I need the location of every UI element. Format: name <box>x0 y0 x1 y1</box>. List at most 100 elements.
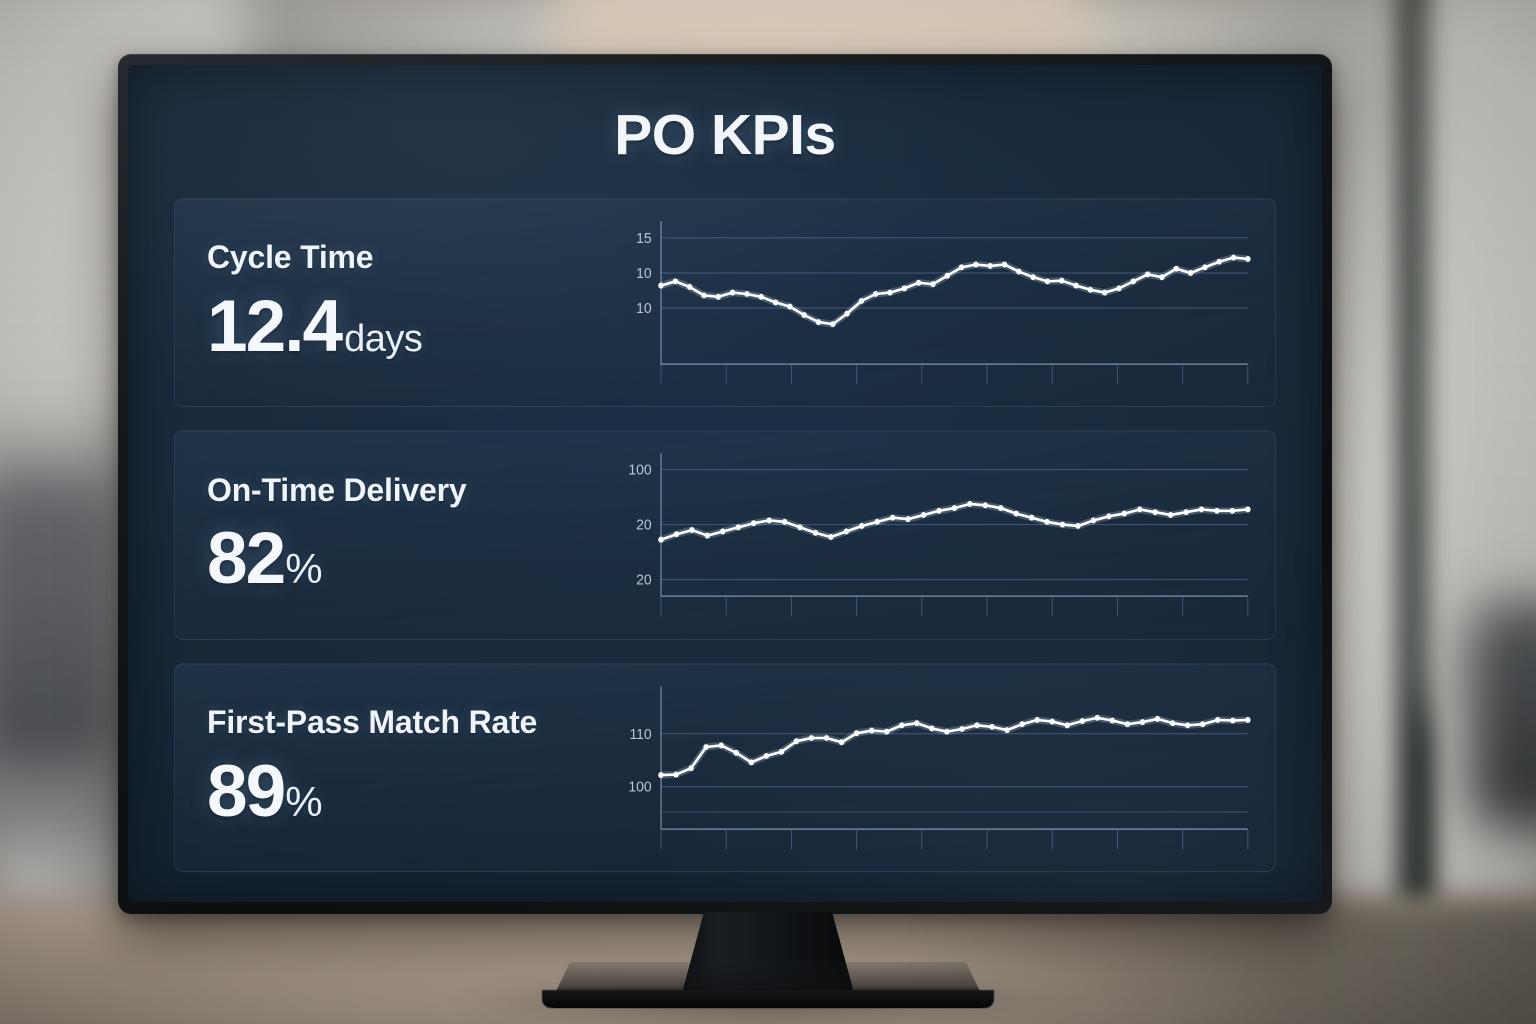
kpi-summary: On-Time Delivery 82 % <box>207 441 607 630</box>
series-line-glow <box>657 254 1252 328</box>
data-point <box>673 771 679 778</box>
kpi-value: 89 <box>207 750 286 832</box>
data-point <box>673 531 680 538</box>
data-point <box>704 532 711 539</box>
data-point <box>748 759 754 765</box>
data-point <box>1090 517 1097 524</box>
data-point <box>843 528 850 535</box>
data-point <box>920 512 927 519</box>
data-point <box>1094 714 1101 721</box>
data-point <box>1075 523 1081 530</box>
data-point <box>1245 256 1251 262</box>
data-point <box>801 312 807 318</box>
data-point <box>901 285 908 292</box>
data-point <box>808 734 815 741</box>
y-axis-tick-label: 100 <box>628 462 651 479</box>
y-axis-tick-label: 20 <box>636 517 652 534</box>
kpi-label: On-Time Delivery <box>207 471 467 508</box>
data-point <box>688 764 694 771</box>
data-point <box>701 292 707 299</box>
page-title: PO KPIs <box>614 103 836 167</box>
data-point <box>1044 519 1050 526</box>
kpi-summary: First-Pass Match Rate 89 % <box>207 674 607 863</box>
data-point <box>1044 278 1051 285</box>
data-point <box>998 505 1004 512</box>
data-point <box>689 527 695 534</box>
chart-axes <box>660 685 1248 830</box>
sparkline-svg-1: 100 20 20 <box>628 453 1252 617</box>
y-axis-tick-label: 100 <box>628 779 651 796</box>
data-point <box>936 508 942 515</box>
chart-gridlines: 100 20 20 <box>628 462 1248 589</box>
data-point <box>750 520 757 527</box>
data-point <box>793 737 800 744</box>
data-point <box>787 303 793 310</box>
y-axis-tick-label: 20 <box>636 572 652 589</box>
data-point <box>1016 268 1022 275</box>
x-axis-ticks <box>660 829 1249 849</box>
y-axis-tick-label: 110 <box>629 726 651 743</box>
data-point <box>905 516 911 523</box>
monitor-stand-base-front <box>542 990 994 1008</box>
data-point <box>658 537 664 543</box>
data-point <box>1159 274 1165 281</box>
kpi-dashboard: PO KPIs Cycle Time 12.4 days 15 10 10 On-T… <box>128 65 1322 902</box>
data-point <box>1049 718 1055 725</box>
data-point <box>1124 720 1131 727</box>
data-point <box>930 281 936 288</box>
data-point <box>1116 285 1122 292</box>
data-point <box>1154 715 1161 722</box>
data-point <box>1167 512 1174 519</box>
data-point <box>1106 513 1112 520</box>
data-point <box>1059 277 1065 284</box>
data-point <box>1187 270 1194 276</box>
kpi-card-0[interactable]: Cycle Time 12.4 days 15 10 10 <box>174 198 1276 408</box>
data-point <box>1079 717 1086 724</box>
y-axis-tick-label: 15 <box>636 230 652 247</box>
data-point <box>1101 289 1108 296</box>
data-point <box>858 298 865 304</box>
kpi-card-2[interactable]: First-Pass Match Rate 89 % 110 100 <box>174 662 1276 872</box>
data-point <box>715 293 721 300</box>
data-point <box>766 517 772 524</box>
data-point <box>1230 717 1236 724</box>
kpi-value-row: 89 % <box>207 750 607 832</box>
data-point <box>944 272 950 279</box>
data-point <box>868 727 875 734</box>
data-point <box>967 501 973 508</box>
data-point <box>859 523 865 530</box>
kpi-label: Cycle Time <box>207 239 374 276</box>
data-point <box>873 291 879 297</box>
data-point <box>729 289 736 296</box>
data-point <box>915 279 922 286</box>
data-point <box>887 289 893 296</box>
data-point <box>763 752 770 759</box>
data-point <box>1028 515 1035 521</box>
data-point <box>1013 510 1019 517</box>
data-point <box>1198 506 1205 513</box>
data-point <box>718 742 724 748</box>
data-point <box>1137 506 1143 513</box>
data-point <box>884 728 890 735</box>
data-point <box>889 515 896 521</box>
data-point <box>797 524 803 531</box>
data-point <box>1173 265 1179 272</box>
data-point <box>838 738 845 745</box>
data-point <box>733 749 739 756</box>
chart-axes <box>660 453 1248 598</box>
data-point <box>958 264 965 271</box>
data-point <box>830 321 836 328</box>
sparkline-svg-0: 15 10 10 <box>636 221 1252 385</box>
data-point <box>1216 258 1222 265</box>
data-point <box>1109 717 1116 724</box>
data-point <box>989 723 995 730</box>
data-point <box>899 722 905 728</box>
data-point <box>720 528 726 535</box>
data-point <box>658 771 664 778</box>
data-point <box>735 524 741 531</box>
data-point <box>1214 508 1220 515</box>
data-point <box>1139 718 1146 725</box>
kpi-card-1[interactable]: On-Time Delivery 82 % 100 20 20 <box>174 430 1276 640</box>
kpi-value-row: 82 % <box>207 522 607 595</box>
